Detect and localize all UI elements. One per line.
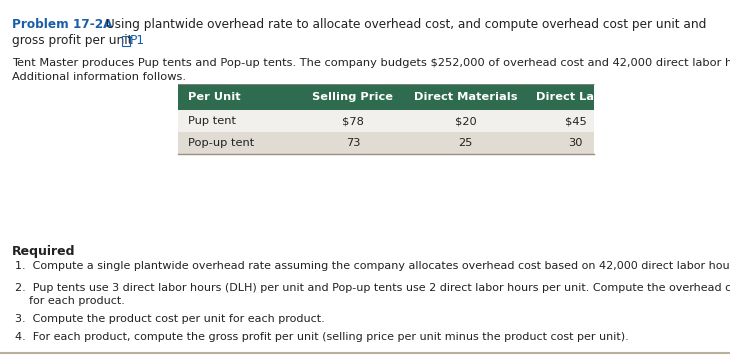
Text: gross profit per unit: gross profit per unit (12, 34, 137, 47)
Bar (178, 84, 594, 110)
Text: Required: Required (12, 245, 75, 258)
Text: 1.  Compute a single plantwide overhead rate assuming the company allocates over: 1. Compute a single plantwide overhead r… (15, 261, 730, 271)
Text: 73: 73 (346, 138, 360, 148)
Text: Per Unit: Per Unit (188, 92, 241, 102)
Text: $20: $20 (455, 116, 477, 126)
Text: Direct Materials: Direct Materials (414, 92, 518, 102)
Text: $45: $45 (564, 116, 586, 126)
Text: Tent Master produces Pup tents and Pop-up tents. The company budgets $252,000 of: Tent Master produces Pup tents and Pop-u… (12, 58, 730, 68)
Text: $78: $78 (342, 116, 364, 126)
Text: Selling Price: Selling Price (312, 92, 393, 102)
Text: Direct Labor: Direct Labor (536, 92, 615, 102)
Text: for each product.: for each product. (29, 296, 125, 306)
Text: 2.  Pup tents use 3 direct labor hours (DLH) per unit and Pop-up tents use 2 dir: 2. Pup tents use 3 direct labor hours (D… (15, 283, 730, 293)
Text: 4.  For each product, compute the gross profit per unit (selling price per unit : 4. For each product, compute the gross p… (15, 332, 629, 342)
Text: Pup tent: Pup tent (188, 116, 236, 126)
Text: 30: 30 (568, 138, 583, 148)
Text: Pop-up tent: Pop-up tent (188, 138, 254, 148)
Text: Using plantwide overhead rate to allocate overhead cost, and compute overhead co: Using plantwide overhead rate to allocat… (102, 18, 707, 31)
Text: 25: 25 (458, 138, 473, 148)
Text: 3.  Compute the product cost per unit for each product.: 3. Compute the product cost per unit for… (15, 314, 325, 324)
Bar (178, 110, 594, 132)
Bar (178, 132, 594, 154)
Text: P1: P1 (130, 34, 145, 47)
Text: Additional information follows.: Additional information follows. (12, 72, 186, 82)
Text: Problem 17-2A: Problem 17-2A (12, 18, 112, 31)
